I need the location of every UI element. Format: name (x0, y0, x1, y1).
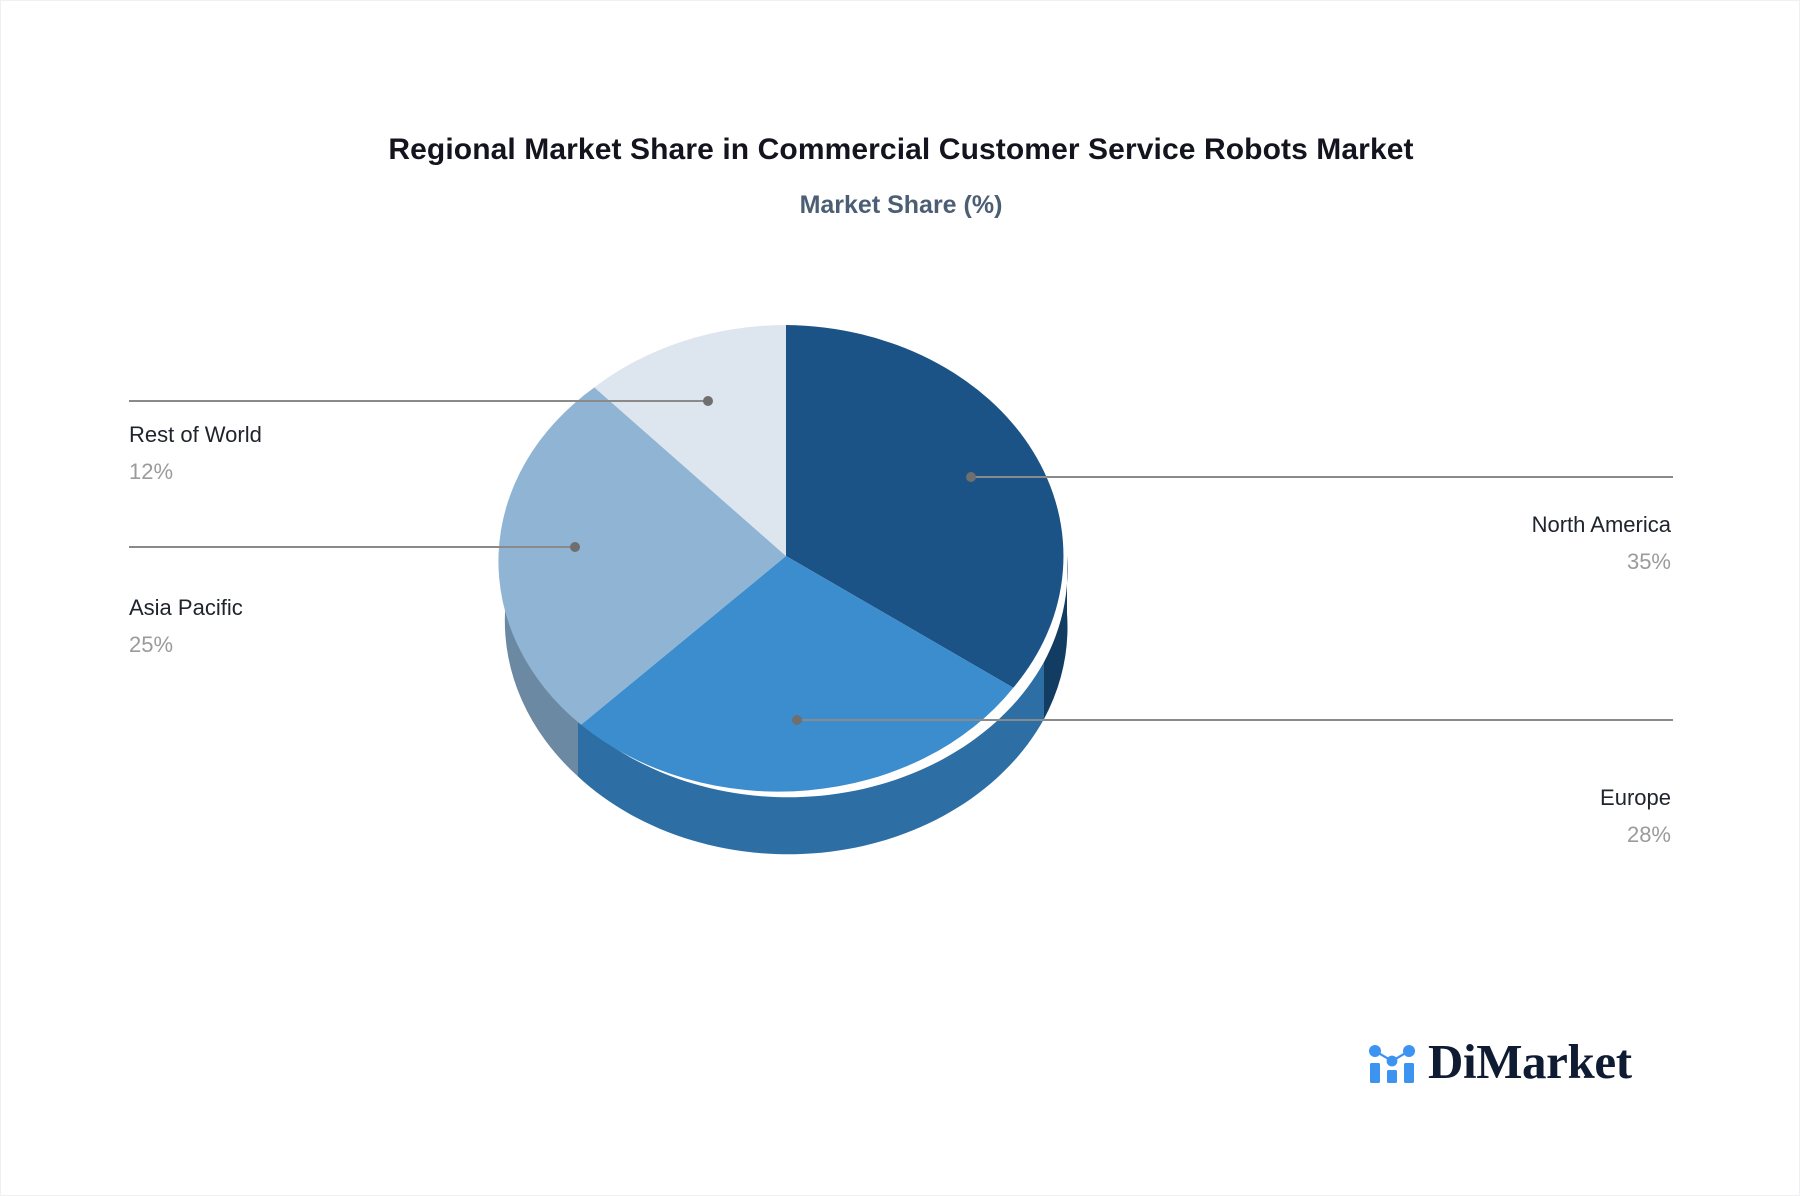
pie-side-asia-pacific (504, 556, 578, 777)
bar-chart-icon (1369, 1044, 1415, 1083)
pie-label-europe-name: Europe (1600, 785, 1671, 810)
pie-label-asia-pacific-value: 25% (129, 631, 174, 657)
pie-slice-europe (581, 556, 1014, 792)
pie-label-rest-of-world-name: Rest of World (129, 422, 262, 447)
pie-slice-asia-pacific (498, 387, 786, 725)
leader-dot-asia-pacific (570, 542, 580, 552)
chart-subtitle: Market Share (%) (799, 191, 1003, 219)
pie-side-north-america (1044, 556, 1068, 719)
pie-slice-rest-of-world (594, 325, 786, 556)
pie-label-asia-pacific[interactable]: Asia Pacific 25% (129, 594, 243, 658)
leader-dot-north-america (966, 472, 976, 482)
pie-top-face (498, 325, 1064, 792)
pie-label-north-america[interactable]: North America 35% (1532, 511, 1671, 575)
pie-label-europe-value: 28% (1626, 821, 1671, 847)
pie-leader-lines (129, 396, 1673, 725)
page-title: Regional Market Share in Commercial Cust… (388, 133, 1414, 166)
pie-label-rest-of-world-value: 12% (129, 458, 174, 484)
pie-label-europe[interactable]: Europe 28% (1600, 784, 1671, 848)
leader-dot-rest-of-world (703, 396, 713, 406)
leader-dot-europe (792, 715, 802, 725)
dimarket-logo: DiMarket (1368, 1037, 1632, 1086)
dimarket-logo-text: DiMarket (1428, 1034, 1632, 1089)
pie-slice-north-america (786, 325, 1064, 688)
pie-label-north-america-value: 35% (1626, 548, 1671, 574)
pie-label-asia-pacific-name: Asia Pacific (129, 595, 243, 620)
pie-side-europe (578, 662, 1044, 855)
pie-label-north-america-name: North America (1531, 512, 1671, 537)
pie-label-rest-of-world[interactable]: Rest of World 12% (129, 421, 262, 485)
